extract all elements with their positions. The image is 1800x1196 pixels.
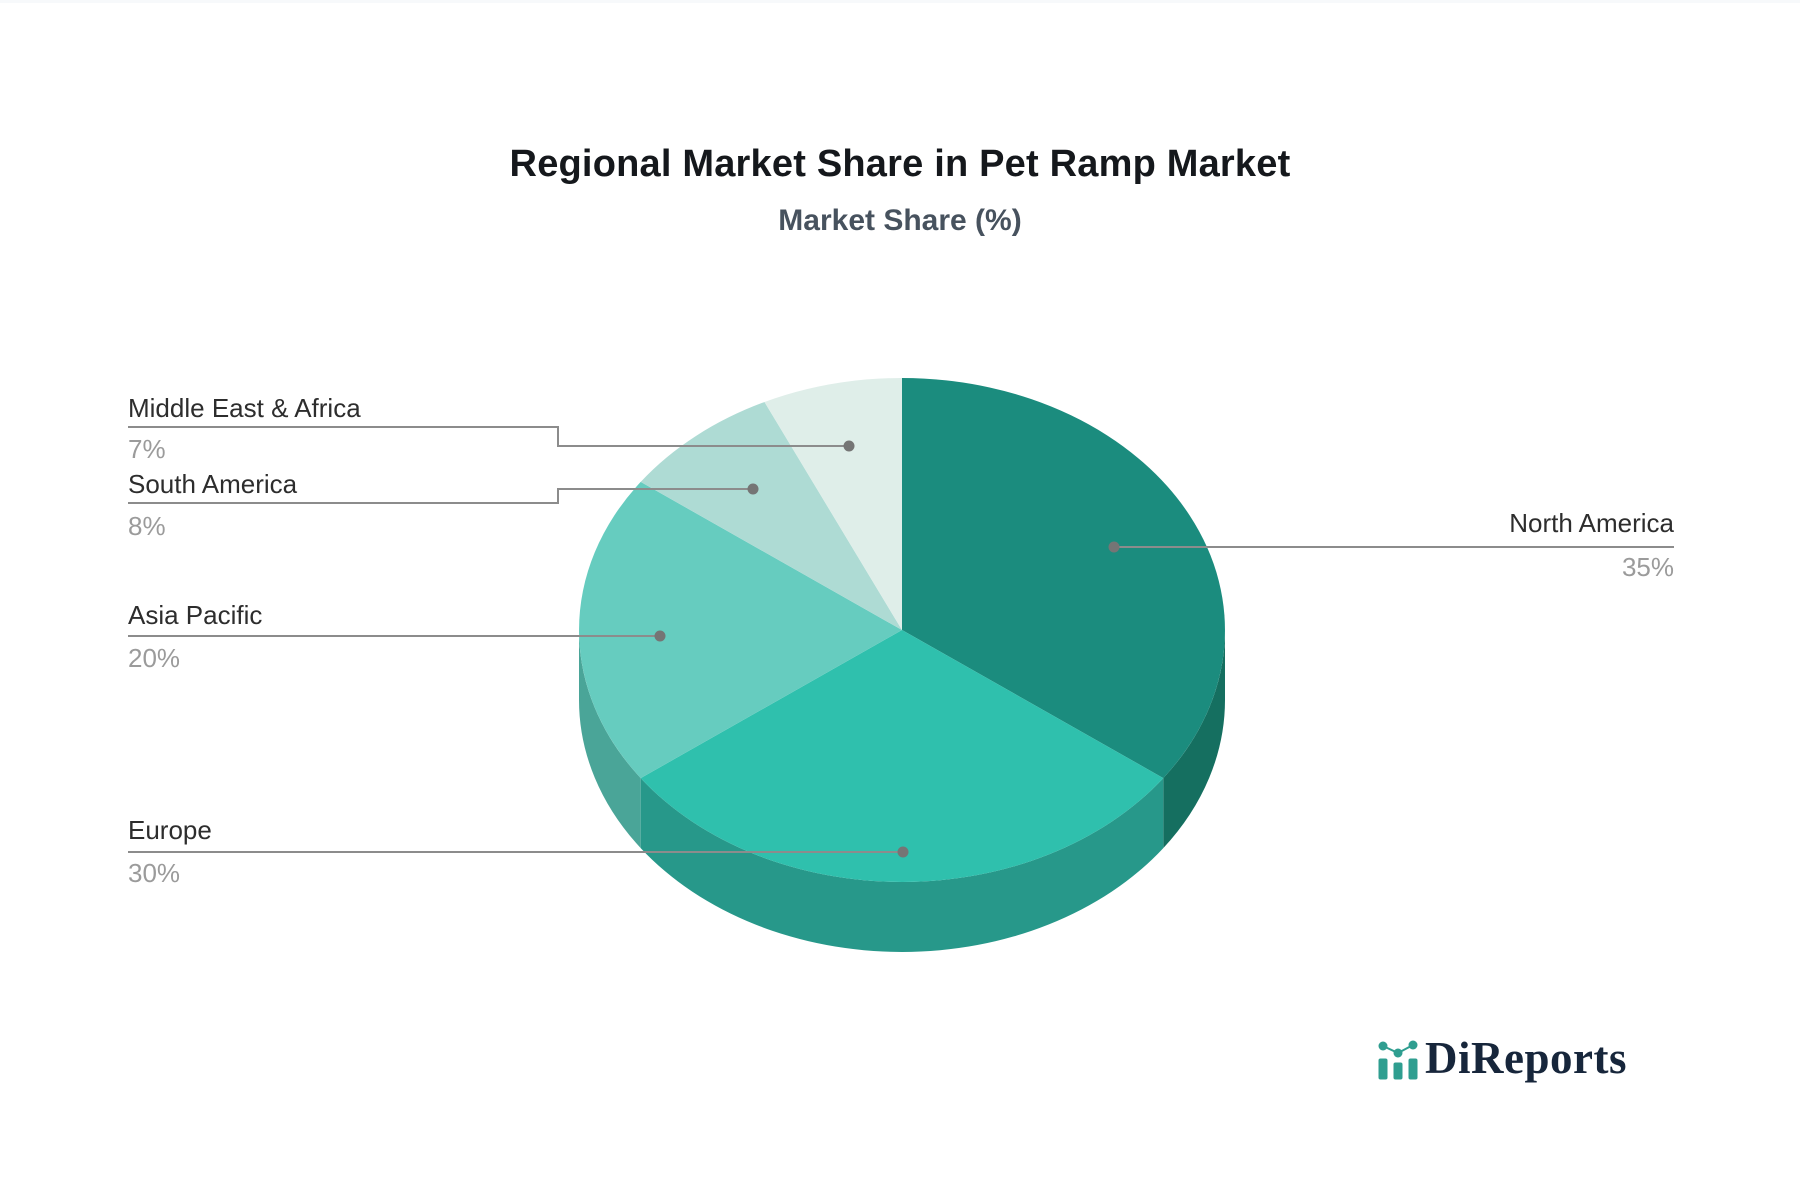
bar-chart-icon xyxy=(1378,1040,1418,1080)
callout-value-north-america: 35% xyxy=(1621,552,1674,582)
leader-dot-europe xyxy=(897,846,909,858)
callout-value-south-america: 8% xyxy=(128,511,166,541)
leader-dot-asia-pacific xyxy=(654,630,666,642)
pie-slice-side-europe xyxy=(640,778,1164,952)
callout-label-middle-east-africa: Middle East & Africa xyxy=(128,393,361,423)
pie-slice-asia-pacific[interactable] xyxy=(579,481,902,779)
callout-value-europe: 30% xyxy=(128,858,181,888)
pie-slice-europe[interactable] xyxy=(640,630,1164,882)
leader-line-middle-east-africa xyxy=(128,426,849,447)
pie-slice-middle-east-africa[interactable] xyxy=(764,378,903,630)
logo-text: DiReports xyxy=(1425,1033,1627,1083)
leader-dot-north-america xyxy=(1108,541,1120,553)
callout-label-asia-pacific: Asia Pacific xyxy=(128,600,263,630)
callout-value-middle-east-africa: 7% xyxy=(128,434,166,464)
pie-slice-side-north-america xyxy=(1163,630,1225,849)
callout-label-south-america: South America xyxy=(128,469,298,499)
callout-label-north-america: North America xyxy=(1509,508,1674,538)
callout-label-europe: Europe xyxy=(128,815,212,845)
leader-line-south-america xyxy=(128,488,753,504)
pie-slice-north-america[interactable] xyxy=(902,378,1225,779)
chart-title: Regional Market Share in Pet Ramp Market xyxy=(509,143,1291,185)
top-edge-strip xyxy=(0,0,1800,3)
direports-logo: DiReports xyxy=(1378,1033,1627,1083)
pie-slice-side-asia-pacific xyxy=(579,630,641,849)
leader-dot-south-america xyxy=(747,483,759,495)
chart-subtitle: Market Share (%) xyxy=(778,204,1022,237)
callout-value-asia-pacific: 20% xyxy=(128,643,181,673)
pie-slice-south-america[interactable] xyxy=(640,402,902,630)
leader-dot-middle-east-africa xyxy=(843,440,855,452)
